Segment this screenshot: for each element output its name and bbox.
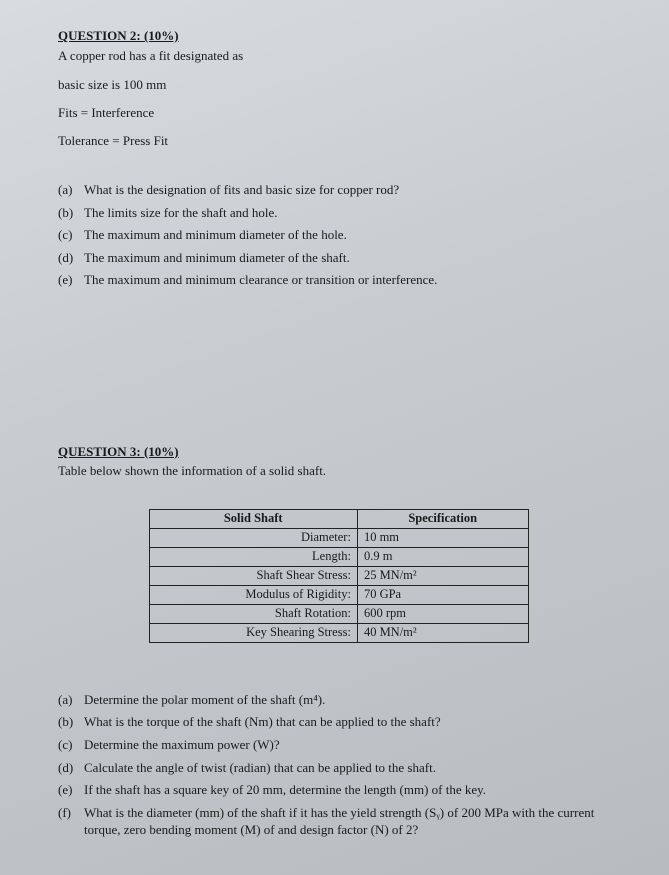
- part-label: (d): [58, 759, 84, 777]
- table-cell-label: Diameter:: [149, 528, 357, 547]
- q2-line4: Tolerance = Press Fit: [58, 133, 619, 149]
- q2-part-d: (d) The maximum and minimum diameter of …: [58, 249, 619, 267]
- table-header-col2: Specification: [357, 509, 528, 528]
- part-text: The limits size for the shaft and hole.: [84, 204, 619, 222]
- q3-intro: Table below shown the information of a s…: [58, 463, 619, 479]
- q2-line2: basic size is 100 mm: [58, 77, 619, 93]
- q3-part-e: (e) If the shaft has a square key of 20 …: [58, 781, 619, 799]
- part-label: (b): [58, 713, 84, 731]
- table-cell-value: 70 GPa: [357, 585, 528, 604]
- question3-block: QUESTION 3: (10%) Table below shown the …: [58, 444, 619, 839]
- question2-block: QUESTION 2: (10%) A copper rod has a fit…: [58, 28, 619, 289]
- table-row: Shaft Shear Stress: 25 MN/m²: [149, 566, 528, 585]
- part-text: What is the designation of fits and basi…: [84, 181, 619, 199]
- table-row: Length: 0.9 m: [149, 547, 528, 566]
- part-label: (b): [58, 204, 84, 222]
- q2-line3: Fits = Interference: [58, 105, 619, 121]
- part-label: (a): [58, 181, 84, 199]
- table-cell-label: Modulus of Rigidity:: [149, 585, 357, 604]
- part-text: The maximum and minimum diameter of the …: [84, 226, 619, 244]
- table-cell-value: 0.9 m: [357, 547, 528, 566]
- table-cell-value: 25 MN/m²: [357, 566, 528, 585]
- table-cell-label: Key Shearing Stress:: [149, 623, 357, 642]
- part-label: (e): [58, 271, 84, 289]
- q3-part-c: (c) Determine the maximum power (W)?: [58, 736, 619, 754]
- q3-part-b: (b) What is the torque of the shaft (Nm)…: [58, 713, 619, 731]
- table-cell-label: Shaft Rotation:: [149, 604, 357, 623]
- q3-table-wrap: Solid Shaft Specification Diameter: 10 m…: [58, 509, 619, 643]
- table-cell-value: 600 rpm: [357, 604, 528, 623]
- q2-part-c: (c) The maximum and minimum diameter of …: [58, 226, 619, 244]
- table-row: Diameter: 10 mm: [149, 528, 528, 547]
- part-label: (a): [58, 691, 84, 709]
- table-header-row: Solid Shaft Specification: [149, 509, 528, 528]
- q2-part-a: (a) What is the designation of fits and …: [58, 181, 619, 199]
- q2-parts-list: (a) What is the designation of fits and …: [58, 181, 619, 289]
- q2-header: QUESTION 2: (10%): [58, 28, 619, 44]
- part-text: If the shaft has a square key of 20 mm, …: [84, 781, 619, 799]
- table-row: Shaft Rotation: 600 rpm: [149, 604, 528, 623]
- part-text: What is the torque of the shaft (Nm) tha…: [84, 713, 619, 731]
- part-label: (c): [58, 226, 84, 244]
- q3-part-f: (f) What is the diameter (mm) of the sha…: [58, 804, 619, 839]
- part-label: (f): [58, 804, 84, 839]
- part-text: The maximum and minimum diameter of the …: [84, 249, 619, 267]
- part-text: What is the diameter (mm) of the shaft i…: [84, 804, 619, 839]
- table-cell-label: Length:: [149, 547, 357, 566]
- q3-part-a: (a) Determine the polar moment of the sh…: [58, 691, 619, 709]
- part-label: (c): [58, 736, 84, 754]
- table-cell-value: 40 MN/m²: [357, 623, 528, 642]
- table-row: Key Shearing Stress: 40 MN/m²: [149, 623, 528, 642]
- q2-part-e: (e) The maximum and minimum clearance or…: [58, 271, 619, 289]
- table-cell-value: 10 mm: [357, 528, 528, 547]
- table-row: Modulus of Rigidity: 70 GPa: [149, 585, 528, 604]
- q2-line1: A copper rod has a fit designated as: [58, 47, 619, 65]
- part-label: (e): [58, 781, 84, 799]
- q3-parts-list: (a) Determine the polar moment of the sh…: [58, 691, 619, 839]
- part-text: Determine the maximum power (W)?: [84, 736, 619, 754]
- part-label: (d): [58, 249, 84, 267]
- q3-part-d: (d) Calculate the angle of twist (radian…: [58, 759, 619, 777]
- part-text: The maximum and minimum clearance or tra…: [84, 271, 619, 289]
- part-text: Calculate the angle of twist (radian) th…: [84, 759, 619, 777]
- q2-part-b: (b) The limits size for the shaft and ho…: [58, 204, 619, 222]
- part-text: Determine the polar moment of the shaft …: [84, 691, 619, 709]
- table-header-col1: Solid Shaft: [149, 509, 357, 528]
- table-cell-label: Shaft Shear Stress:: [149, 566, 357, 585]
- q3-header: QUESTION 3: (10%): [58, 444, 619, 460]
- solid-shaft-table: Solid Shaft Specification Diameter: 10 m…: [149, 509, 529, 643]
